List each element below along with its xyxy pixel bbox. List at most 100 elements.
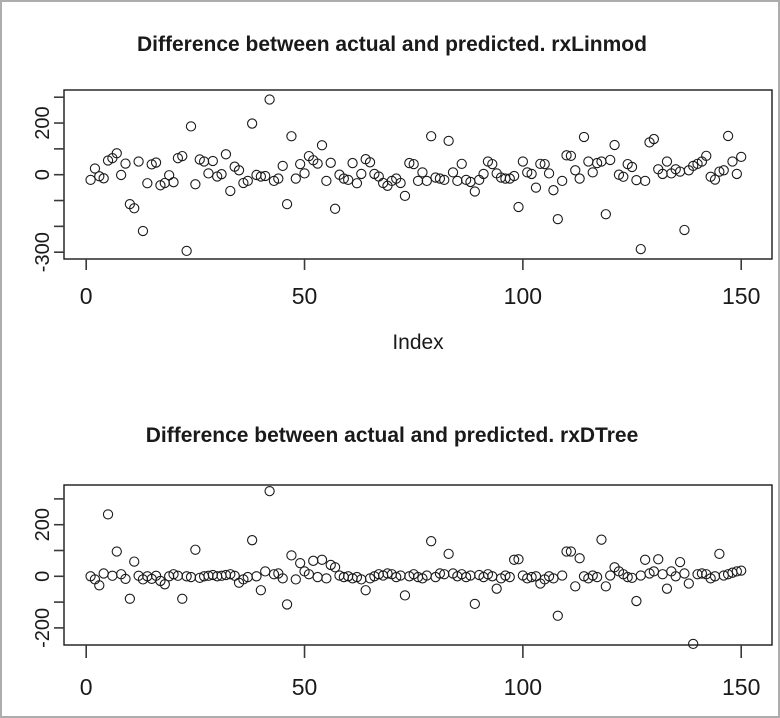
- data-point: [452, 175, 463, 187]
- data-point: [714, 166, 725, 177]
- x-tick-label: 100: [504, 283, 542, 309]
- data-point: [150, 157, 162, 168]
- data-point: [731, 566, 742, 577]
- data-point: [312, 158, 323, 169]
- data-point: [133, 156, 144, 167]
- data-point: [137, 225, 149, 237]
- x-tick-label: 100: [504, 674, 542, 700]
- data-point: [517, 156, 529, 167]
- data-point: [426, 536, 437, 547]
- data-point: [102, 509, 114, 520]
- data-point: [639, 175, 651, 187]
- data-point: [469, 186, 480, 197]
- data-point: [124, 593, 136, 604]
- data-point: [557, 570, 568, 581]
- data-point: [233, 165, 245, 176]
- data-point: [264, 486, 275, 497]
- data-point: [591, 571, 603, 583]
- data-point: [177, 150, 188, 162]
- data-point: [674, 556, 686, 568]
- data-point: [600, 581, 611, 592]
- data-point: [727, 156, 738, 167]
- data-point: [605, 570, 616, 581]
- data-point: [242, 175, 253, 187]
- data-point: [120, 158, 131, 169]
- data-point: [626, 161, 638, 173]
- data-point: [535, 158, 546, 170]
- data-point: [530, 182, 542, 193]
- data-point: [561, 546, 572, 557]
- data-point: [343, 174, 354, 186]
- data-point: [578, 131, 590, 143]
- data-point: [255, 585, 267, 596]
- data-point: [434, 568, 446, 579]
- data-point: [321, 175, 332, 187]
- data-point: [513, 201, 524, 213]
- data-point: [351, 178, 363, 189]
- data-point: [321, 573, 332, 584]
- data-point: [504, 571, 515, 583]
- data-point: [290, 574, 301, 585]
- data-point: [399, 590, 411, 601]
- data-point: [98, 568, 109, 579]
- data-point: [268, 569, 280, 580]
- data-point: [111, 546, 122, 557]
- data-point: [142, 178, 153, 189]
- data-point: [299, 168, 310, 179]
- data-point: [574, 173, 585, 184]
- data-point: [701, 150, 712, 161]
- data-point: [281, 599, 293, 610]
- data-point: [329, 562, 341, 573]
- data-point: [281, 198, 293, 210]
- data-point: [391, 571, 402, 583]
- data-point: [290, 173, 301, 184]
- data-point: [478, 168, 489, 180]
- y-tick-label: 0: [32, 169, 54, 180]
- data-point: [631, 595, 642, 607]
- data-point: [722, 130, 734, 142]
- data-point: [736, 565, 747, 576]
- data-point: [246, 535, 258, 546]
- data-point: [683, 578, 694, 589]
- data-point: [714, 548, 725, 560]
- data-point: [522, 167, 533, 178]
- data-point: [456, 158, 467, 170]
- data-point: [164, 170, 175, 181]
- data-point: [316, 140, 328, 151]
- data-point: [295, 557, 306, 569]
- data-point: [574, 553, 585, 564]
- data-point: [111, 148, 122, 159]
- data-point: [587, 570, 598, 581]
- data-point: [181, 571, 192, 582]
- data-point: [190, 544, 201, 555]
- data-point: [508, 170, 520, 182]
- x-axis-label-index: Index: [392, 331, 444, 354]
- data-point: [395, 177, 406, 189]
- data-point: [356, 168, 367, 180]
- data-point: [657, 569, 668, 580]
- data-point: [443, 548, 454, 560]
- x-tick-label: 50: [292, 674, 318, 700]
- x-tick-label: 50: [292, 283, 318, 309]
- data-point: [434, 173, 446, 184]
- data-point: [622, 571, 633, 583]
- plot-box: [63, 484, 773, 646]
- data-point: [696, 568, 708, 579]
- data-point: [207, 155, 218, 167]
- data-point: [412, 175, 424, 187]
- data-point: [404, 157, 415, 169]
- data-point: [98, 173, 109, 184]
- data-point: [631, 174, 642, 186]
- data-point: [561, 150, 572, 161]
- data-point: [382, 568, 393, 579]
- data-point: [570, 581, 581, 592]
- data-point: [286, 550, 297, 561]
- y-tick-label: -300: [32, 232, 54, 272]
- data-point: [364, 157, 376, 168]
- x-tick-label: 150: [722, 283, 760, 309]
- data-point: [709, 174, 721, 185]
- data-point: [417, 167, 428, 178]
- data-point: [246, 118, 258, 129]
